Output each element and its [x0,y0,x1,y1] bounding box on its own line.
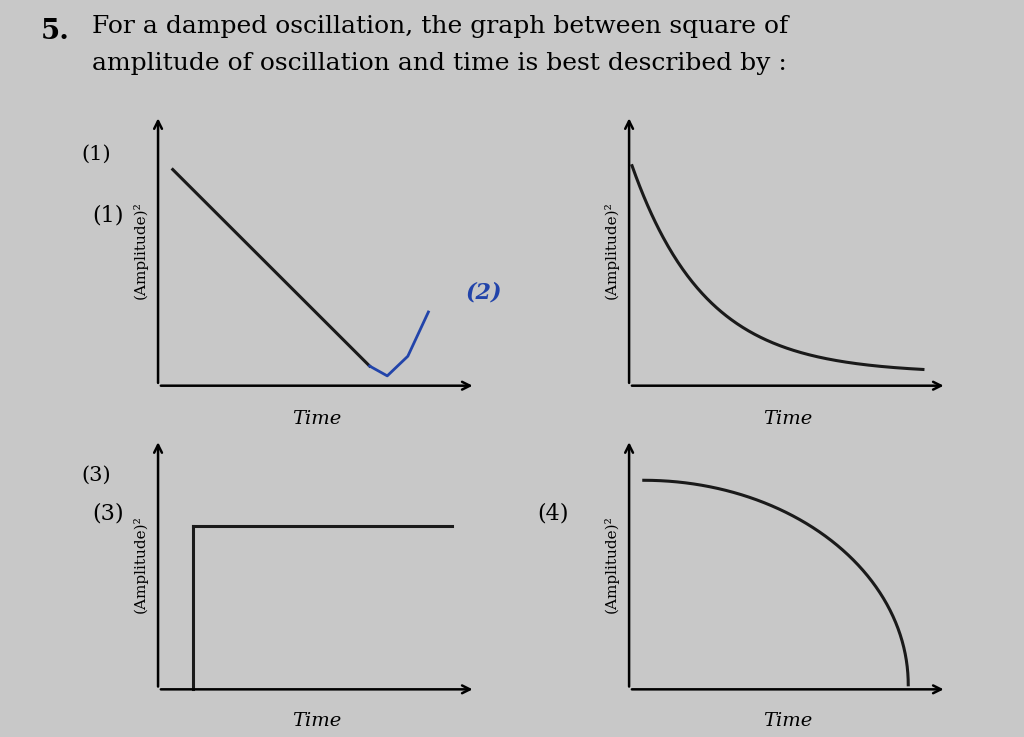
Text: (1): (1) [92,204,124,226]
Text: Time: Time [292,411,341,428]
Text: (Amplitude)²: (Amplitude)² [604,202,618,299]
Text: (4): (4) [538,503,569,525]
Text: (Amplitude)²: (Amplitude)² [133,515,147,613]
Text: (3): (3) [81,467,111,485]
Text: (3): (3) [92,503,124,525]
Text: (Amplitude)²: (Amplitude)² [133,202,147,299]
Text: (Amplitude)²: (Amplitude)² [604,515,618,613]
Text: amplitude of oscillation and time is best described by :: amplitude of oscillation and time is bes… [92,52,787,74]
Text: (2): (2) [466,282,503,304]
Text: 5.: 5. [41,18,70,46]
Text: Time: Time [763,411,812,428]
Text: Time: Time [292,712,341,730]
Text: Time: Time [763,712,812,730]
Text: (1): (1) [81,145,111,164]
Text: For a damped oscillation, the graph between square of: For a damped oscillation, the graph betw… [92,15,788,38]
